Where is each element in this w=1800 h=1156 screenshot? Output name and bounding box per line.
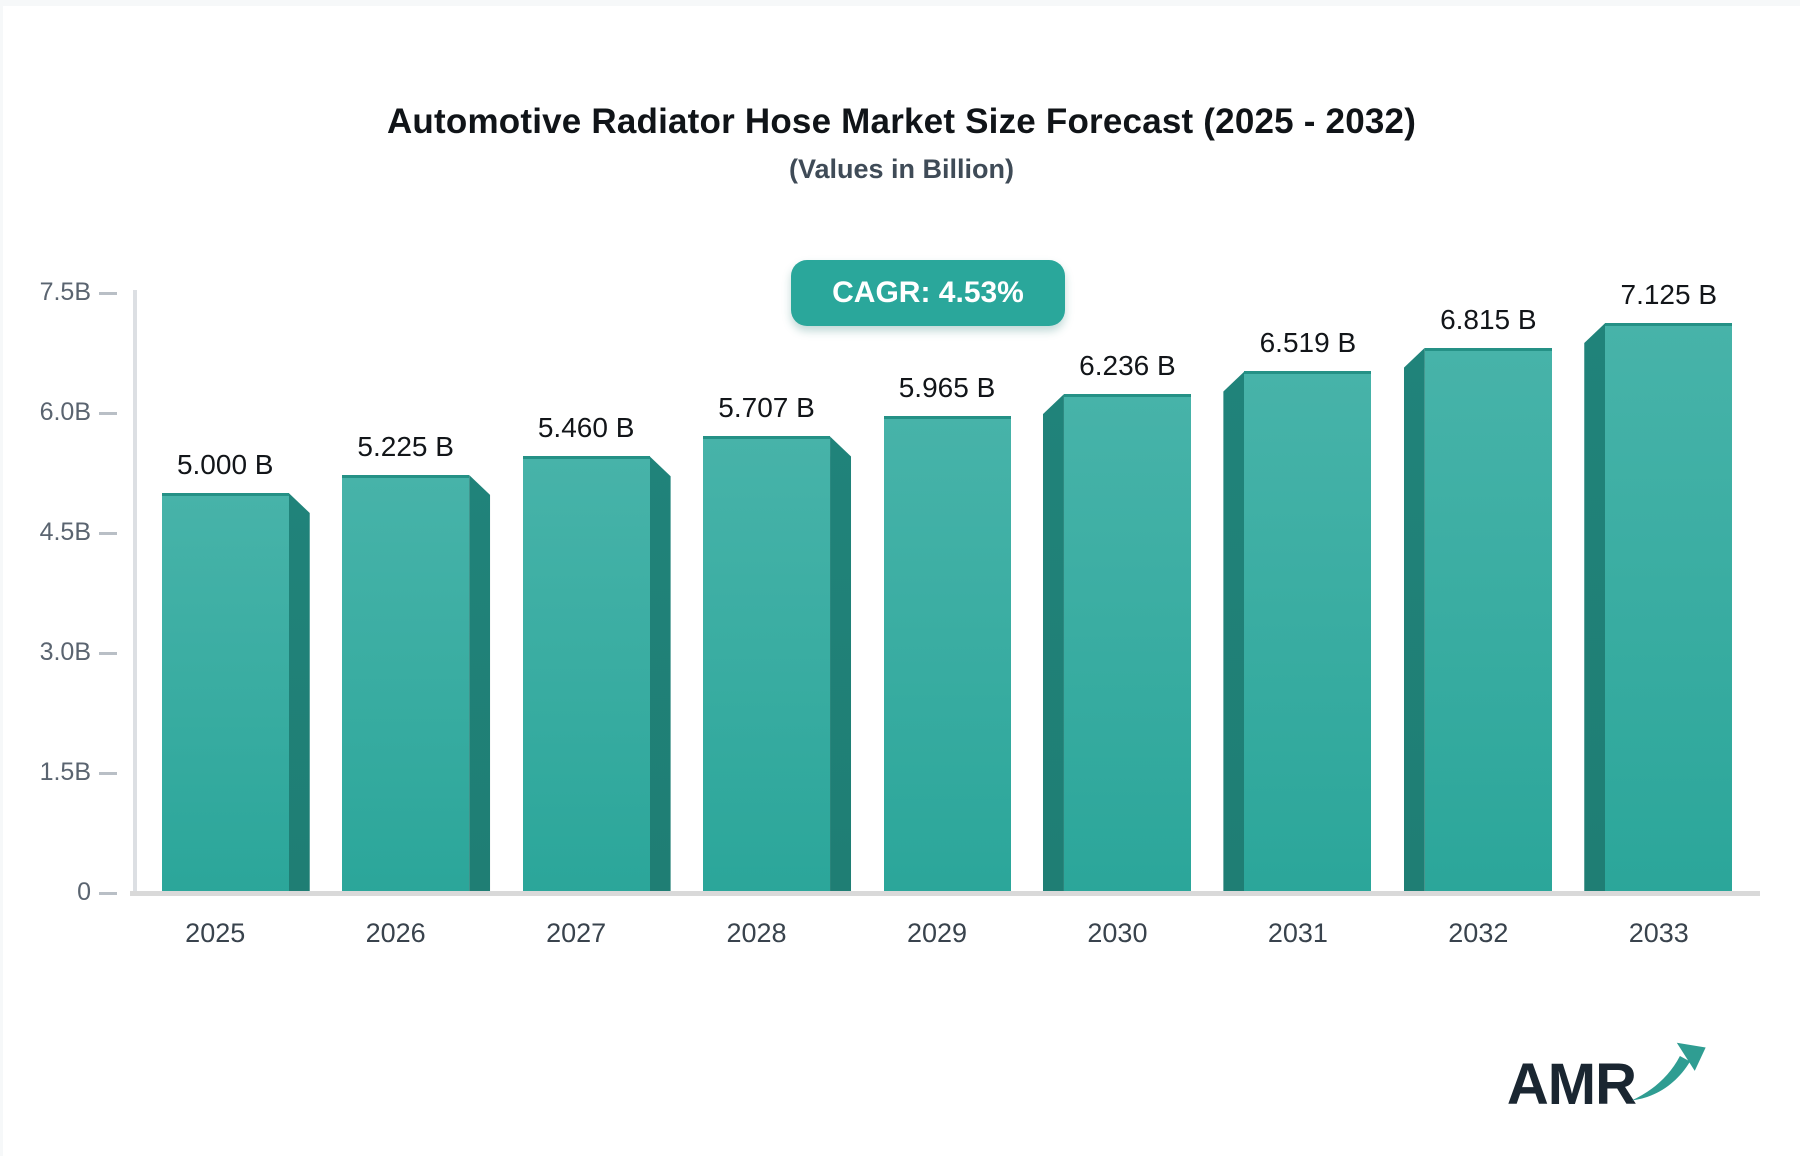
bar — [1605, 323, 1733, 893]
bar-side-bevel — [1042, 394, 1064, 893]
y-tick-label: 0 — [77, 878, 91, 906]
amr-logo: AMR — [1507, 1041, 1708, 1114]
x-axis-baseline — [130, 891, 1760, 896]
trend-up-arrow-icon — [1630, 1041, 1708, 1112]
x-axis-label: 2028 — [726, 918, 787, 948]
plot-area: 0 1.5B 3.0B 4.5B 6.0B 7.5B 5.000 B 2025 5.225 B 2… — [3, 6, 1800, 1156]
y-tick-label: 6.0B — [39, 398, 91, 426]
x-axis-label: 2027 — [546, 918, 607, 948]
y-tick-mark — [99, 892, 117, 895]
bar-value-label: 5.965 B — [898, 371, 996, 403]
x-axis-label: 2030 — [1087, 918, 1148, 948]
bar-value-label: 6.519 B — [1259, 327, 1357, 359]
x-axis-label: 2031 — [1267, 918, 1328, 948]
chart-subtitle: (Values in Billion) — [788, 154, 1015, 184]
x-axis-label: 2032 — [1448, 918, 1509, 948]
y-tick-mark — [99, 652, 117, 655]
y-tick-label: 7.5B — [39, 278, 91, 306]
y-tick-mark — [99, 772, 117, 775]
bar-side-bevel — [830, 436, 852, 893]
bar-side-bevel — [1223, 371, 1245, 893]
bar — [1244, 371, 1372, 893]
bar-value-label: 6.236 B — [1079, 350, 1176, 382]
bar — [161, 493, 289, 893]
bar-value-label: 6.815 B — [1440, 303, 1537, 335]
bar — [1063, 394, 1191, 893]
y-tick-mark — [99, 292, 117, 295]
bar-value-label: 5.000 B — [176, 449, 274, 480]
y-tick-mark — [99, 412, 117, 415]
bar-value-label: 5.707 B — [718, 392, 815, 424]
bar — [342, 475, 470, 893]
x-axis-label: 2033 — [1628, 918, 1689, 948]
bar — [703, 436, 831, 893]
bar-side-bevel — [1584, 323, 1606, 893]
y-axis-line — [133, 290, 137, 895]
bar-side-bevel — [288, 493, 310, 893]
chart-title: Automotive Radiator Hose Market Size For… — [386, 102, 1417, 141]
bar — [883, 415, 1011, 893]
y-tick-mark — [99, 532, 117, 535]
bar — [1424, 347, 1552, 893]
bar-side-bevel — [649, 456, 671, 893]
bar-side-bevel — [1403, 347, 1425, 893]
y-tick-label: 3.0B — [39, 638, 91, 666]
cagr-badge: CAGR: 4.53% — [791, 260, 1065, 326]
bar-value-label: 5.460 B — [537, 412, 635, 444]
y-tick-label: 1.5B — [39, 758, 91, 786]
x-axis-label: 2029 — [906, 918, 968, 948]
y-tick-label: 4.5B — [39, 518, 91, 546]
amr-logo-text: AMR — [1506, 1052, 1637, 1117]
bar-value-label: 5.225 B — [357, 431, 454, 462]
bar — [522, 456, 650, 893]
x-axis-label: 2025 — [185, 918, 246, 948]
x-axis-label: 2026 — [365, 918, 426, 948]
bar-value-label: 7.125 B — [1620, 279, 1718, 310]
bar-side-bevel — [469, 475, 491, 893]
